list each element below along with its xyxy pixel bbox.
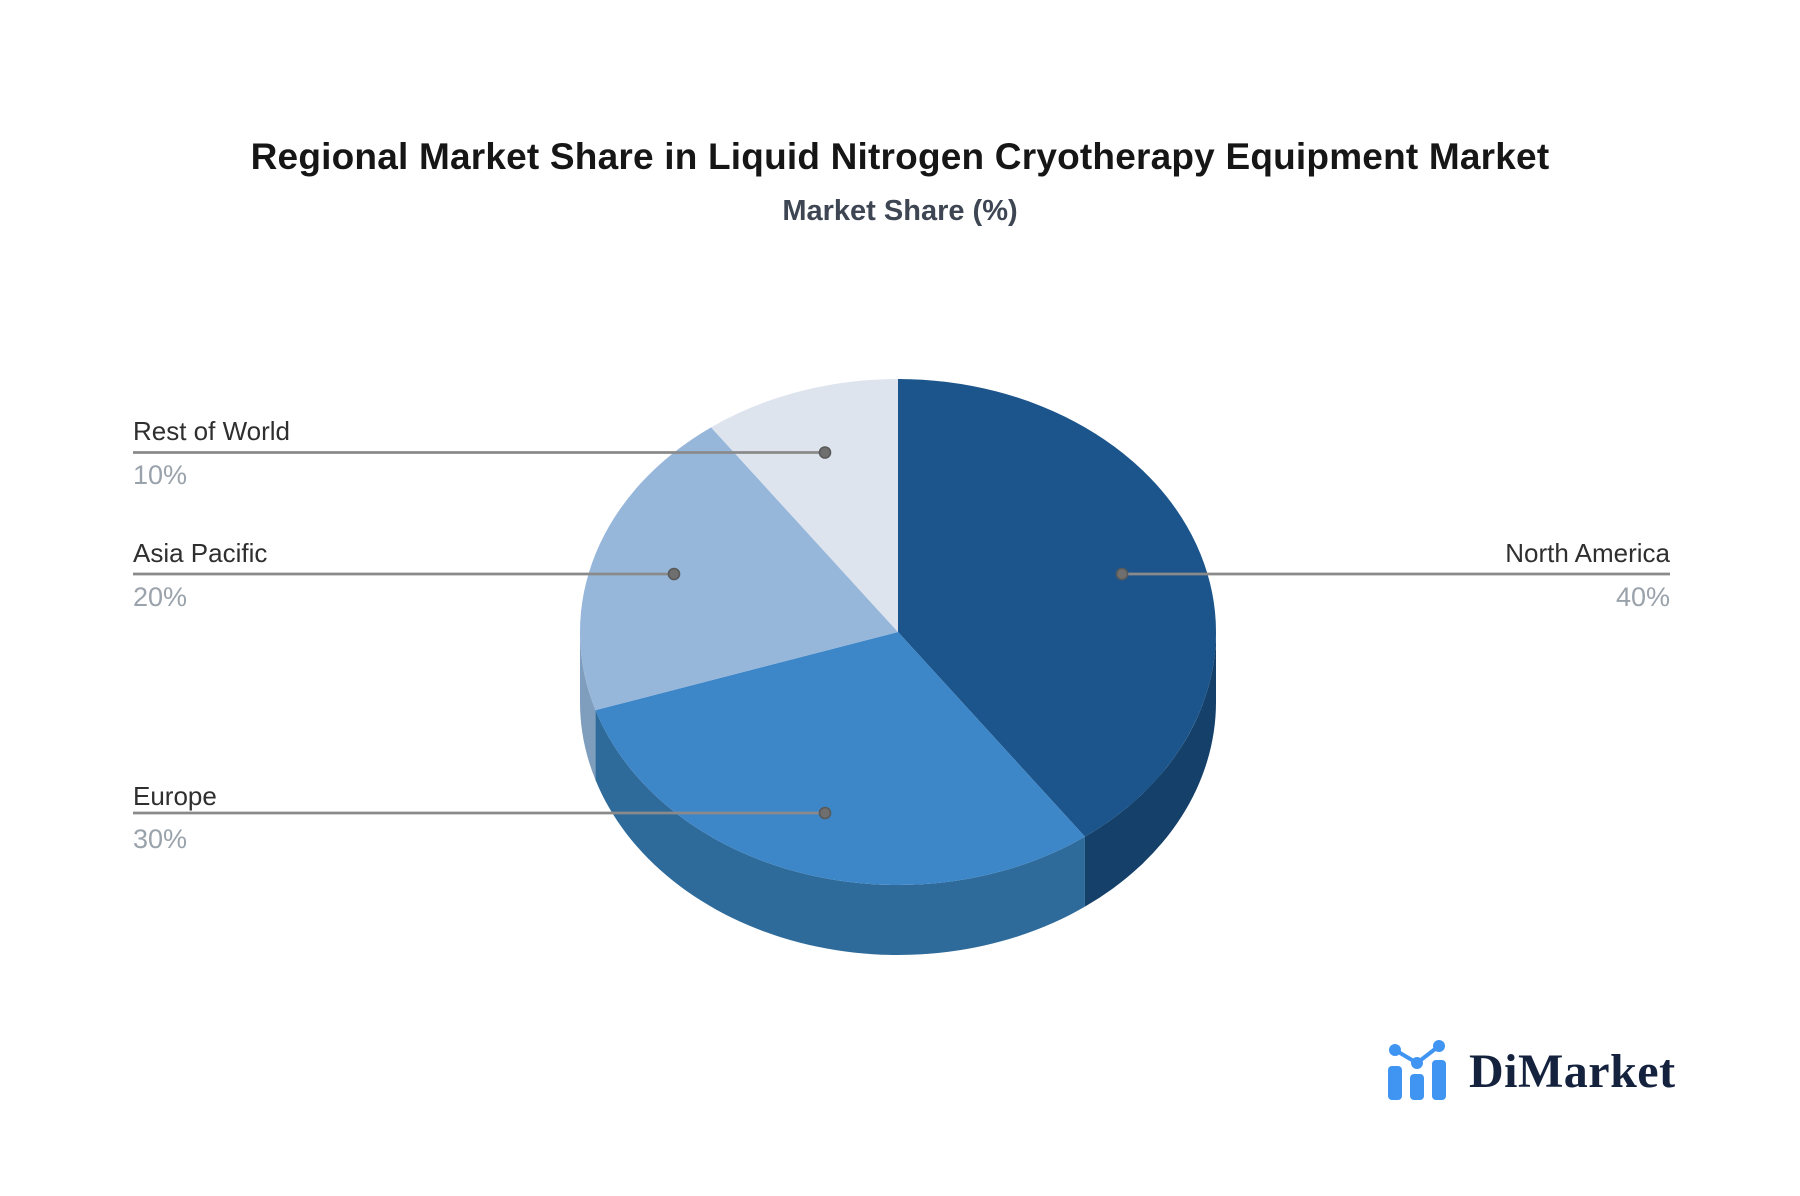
pie-side-asia-pacific [580, 632, 596, 781]
brand-logo: DiMarket [1386, 1040, 1676, 1102]
connector-dot-north-america [1115, 567, 1129, 581]
pie-slice-north-america[interactable] [898, 379, 1217, 837]
value-asia-pacific: 20% [133, 582, 188, 612]
pie-side-europe [595, 710, 1085, 956]
label-rest-of-world: Rest of World [133, 416, 291, 446]
connector-dot-asia-pacific [667, 567, 681, 581]
pie-slice-europe[interactable] [595, 632, 1085, 886]
connector-dot-rest-of-world [818, 446, 832, 459]
value-north-america: 40% [1615, 582, 1670, 612]
bar-chart-icon [1388, 1040, 1446, 1100]
pie-slice-asia-pacific[interactable] [579, 427, 898, 711]
label-asia-pacific: Asia Pacific [133, 538, 268, 568]
connector-dot-europe [818, 806, 832, 820]
pie-side-north-america [1084, 632, 1216, 907]
pie-slice-rest-of-world[interactable] [711, 379, 898, 632]
chart-title: Regional Market Share in Liquid Nitrogen… [250, 136, 1550, 177]
brand-name: DiMarket [1469, 1045, 1676, 1098]
chart-subtitle: Market Share (%) [782, 195, 1018, 227]
value-rest-of-world: 10% [133, 460, 188, 490]
label-north-america: North America [1505, 538, 1670, 568]
value-europe: 30% [133, 824, 188, 854]
label-europe: Europe [133, 781, 217, 811]
